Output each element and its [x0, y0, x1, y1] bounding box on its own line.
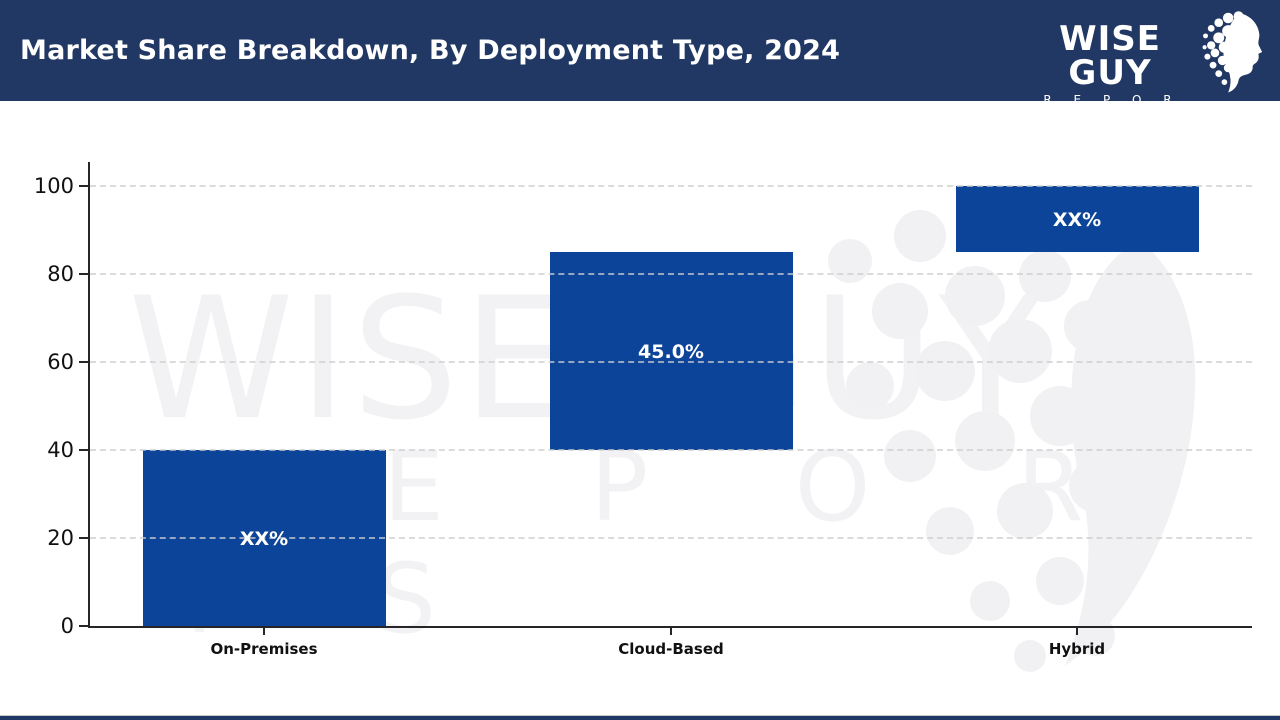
- x-tick-on-premises: [263, 628, 265, 635]
- logo-text: WISE GUY R E P O R T S: [1026, 22, 1194, 121]
- bar-value-label-on-premises: XX%: [239, 528, 289, 550]
- header-bar: Market Share Breakdown, By Deployment Ty…: [0, 0, 1280, 121]
- bar-hybrid: [955, 186, 1199, 252]
- x-tick-label-cloud-based: Cloud-Based: [618, 640, 724, 658]
- footer-bar: [0, 715, 1280, 720]
- logo-wordmark: WISE GUY: [1059, 19, 1161, 93]
- y-tick-0: [79, 625, 88, 627]
- y-tick-60: [79, 361, 88, 363]
- y-tick-label-0: 0: [60, 614, 74, 638]
- y-tick-100: [79, 185, 88, 187]
- gridline-20: [90, 537, 1252, 539]
- x-tick-label-on-premises: On-Premises: [210, 640, 318, 658]
- x-tick-label-hybrid: Hybrid: [1048, 640, 1106, 658]
- y-axis-line: [88, 162, 90, 628]
- bar-value-label-cloud-based: 45.0%: [638, 341, 704, 363]
- bar-value-label-hybrid: XX%: [1052, 209, 1102, 231]
- y-tick-40: [79, 449, 88, 451]
- x-tick-hybrid: [1076, 628, 1078, 635]
- logo-subtitle: R E P O R T S: [1043, 93, 1181, 121]
- logo-face-icon: [1202, 11, 1263, 93]
- x-tick-cloud-based: [670, 628, 672, 635]
- y-tick-label-20: 20: [47, 526, 74, 550]
- y-tick-label-60: 60: [47, 350, 74, 374]
- y-tick-label-100: 100: [33, 174, 74, 198]
- bar-cloud-based: [549, 252, 793, 450]
- watermark-dots-icon: [828, 202, 1196, 672]
- chart-title: Market Share Breakdown, By Deployment Ty…: [20, 35, 841, 66]
- gridline-40: [90, 449, 1252, 451]
- y-tick-80: [79, 273, 88, 275]
- x-axis-line: [88, 626, 1252, 628]
- y-tick-label-80: 80: [47, 262, 74, 286]
- wise-guy-logo: WISE GUY R E P O R T S: [1026, 0, 1266, 121]
- gridline-100: [90, 185, 1252, 187]
- gridline-60: [90, 361, 1252, 363]
- y-tick-label-40: 40: [47, 438, 74, 462]
- gridline-80: [90, 273, 1252, 275]
- y-tick-20: [79, 537, 88, 539]
